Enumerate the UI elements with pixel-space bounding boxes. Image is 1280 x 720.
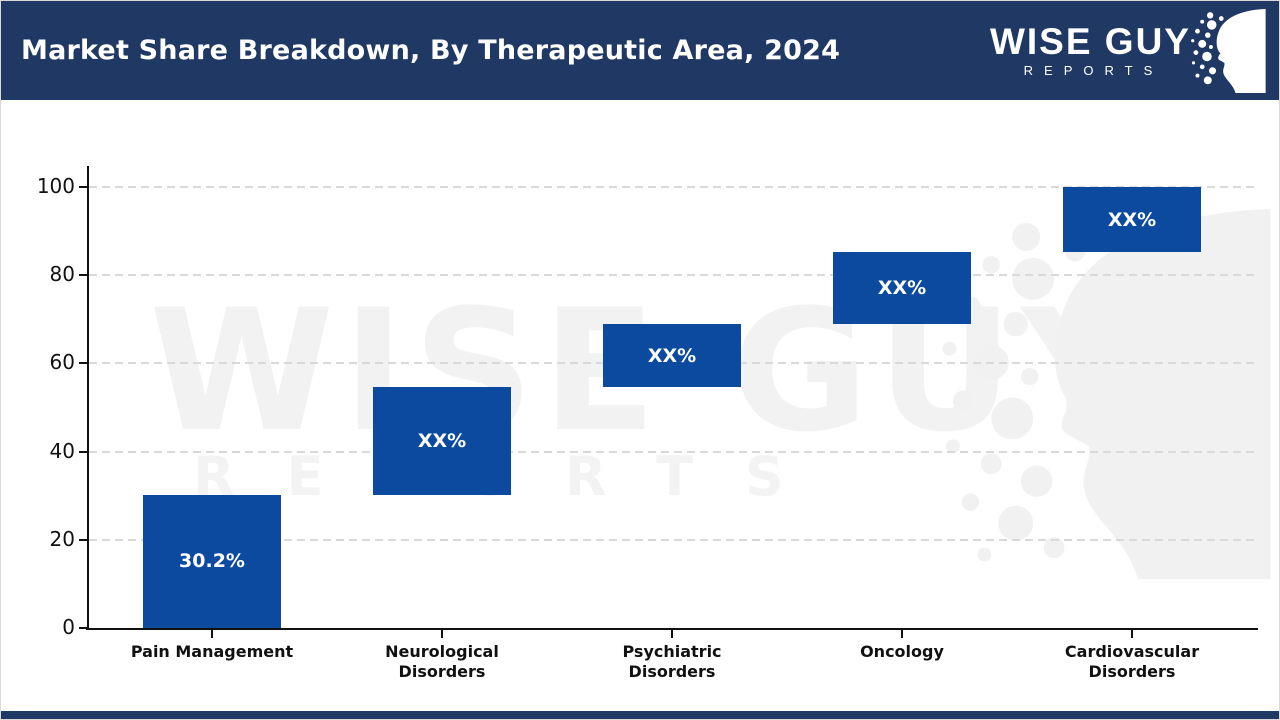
wiseguy-logo: WISE GUY REPORTS bbox=[990, 8, 1279, 93]
gridline-40 bbox=[89, 450, 1257, 453]
bar-segment-0 bbox=[143, 494, 281, 628]
y-tick-label-40: 40 bbox=[49, 438, 75, 463]
x-tick-1 bbox=[441, 630, 443, 638]
wiseguy-face-watermark bbox=[942, 209, 1271, 579]
page-title: Market Share Breakdown, By Therapeutic A… bbox=[21, 35, 841, 66]
x-tick-2 bbox=[671, 630, 673, 638]
y-tick-40 bbox=[79, 450, 88, 453]
y-tick-100 bbox=[79, 186, 88, 188]
category-label-0: Pain Management bbox=[130, 642, 294, 661]
bar-segment-2 bbox=[603, 324, 741, 388]
bar-value-label-2: XX% bbox=[647, 344, 697, 367]
category-label-4: Cardiovascular Disorders bbox=[1064, 642, 1200, 681]
gridline-100 bbox=[89, 186, 1257, 188]
x-tick-4 bbox=[1131, 630, 1133, 638]
wiseguy-face-icon bbox=[1191, 8, 1266, 93]
y-tick-label-60: 60 bbox=[49, 350, 75, 375]
y-tick-label-20: 20 bbox=[49, 526, 75, 551]
category-label-1: Neurological Disorders bbox=[385, 642, 499, 681]
x-tick-0 bbox=[211, 630, 213, 638]
bar-value-label-4: XX% bbox=[1107, 208, 1157, 231]
gridline-20 bbox=[89, 538, 1257, 541]
header-bar: Market Share Breakdown, By Therapeutic A… bbox=[1, 1, 1279, 100]
bar-segment-1 bbox=[373, 387, 511, 495]
y-tick-label-0: 0 bbox=[62, 615, 75, 640]
bar-value-label-0: 30.2% bbox=[179, 550, 245, 573]
category-label-3: Oncology bbox=[860, 642, 944, 661]
gridline-80 bbox=[89, 274, 1257, 277]
category-label-2: Psychiatric Disorders bbox=[622, 642, 722, 681]
wiseguy-logo-text: WISE GUY REPORTS bbox=[990, 23, 1191, 78]
y-tick-60 bbox=[79, 362, 88, 365]
x-tick-3 bbox=[901, 630, 903, 638]
bar-value-label-3: XX% bbox=[877, 277, 927, 300]
y-tick-20 bbox=[79, 538, 88, 541]
bar-segment-4 bbox=[1063, 187, 1201, 253]
footer-bar bbox=[1, 711, 1279, 719]
watermark-reports-text: REPORTS bbox=[193, 445, 836, 508]
logo-reports-label: REPORTS bbox=[1023, 63, 1164, 78]
y-axis-line bbox=[87, 166, 89, 630]
bar-value-label-1: XX% bbox=[417, 430, 467, 452]
y-tick-label-100: 100 bbox=[36, 174, 75, 199]
y-tick-80 bbox=[79, 274, 88, 277]
x-axis-line bbox=[86, 628, 1258, 630]
logo-wiseguy-label: WISE GUY bbox=[989, 21, 1191, 62]
bar-segment-3 bbox=[833, 252, 971, 325]
y-tick-label-80: 80 bbox=[49, 262, 75, 287]
y-tick-0 bbox=[79, 627, 88, 629]
